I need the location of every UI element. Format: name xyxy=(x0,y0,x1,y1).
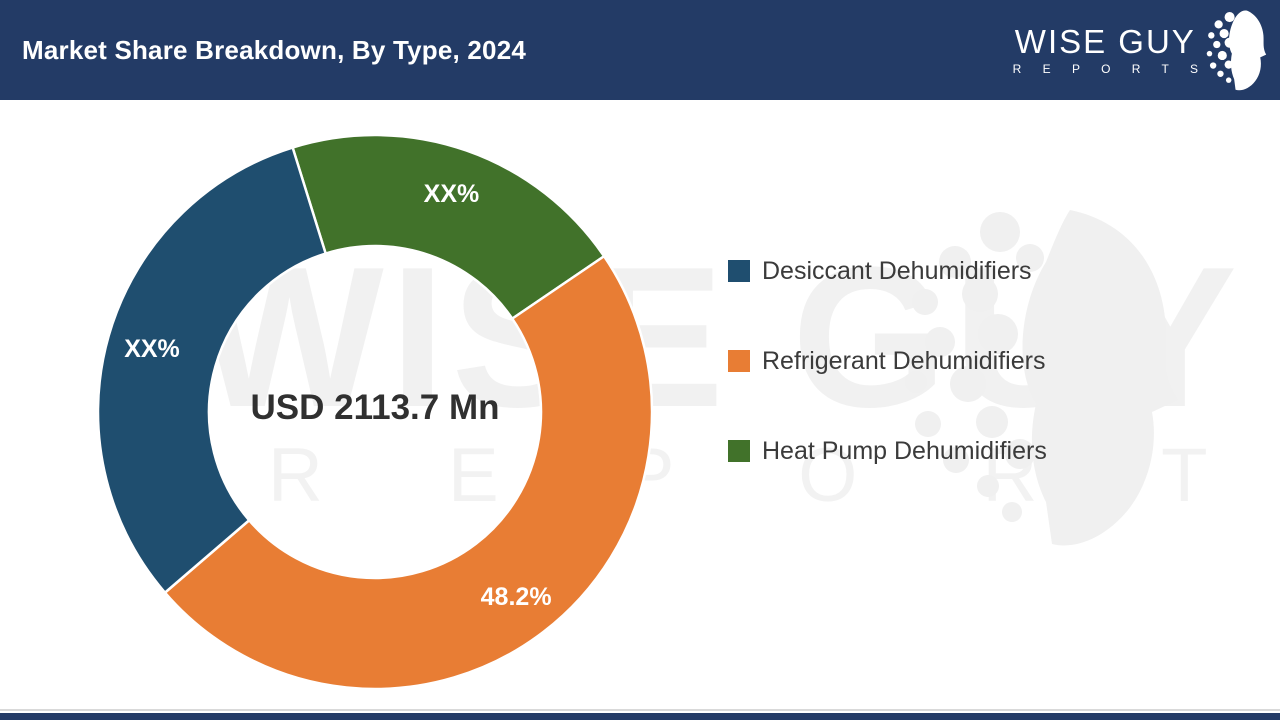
legend-item-desiccant: Desiccant Dehumidifiers xyxy=(728,256,1047,285)
legend-swatch-refrigerant xyxy=(728,350,750,372)
page-title: Market Share Breakdown, By Type, 2024 xyxy=(22,34,527,65)
watermark-face-icon xyxy=(905,210,1178,546)
legend-label: Desiccant Dehumidifiers xyxy=(762,256,1032,285)
slice-label-desiccant: XX% xyxy=(124,335,180,363)
footer-bar xyxy=(0,713,1280,720)
donut-slice-heat-pump xyxy=(291,133,606,320)
slice-label-heat-pump: XX% xyxy=(424,180,480,208)
donut-slice-desiccant xyxy=(96,146,327,594)
legend-item-refrigerant: Refrigerant Dehumidifiers xyxy=(728,346,1047,375)
chart-center-value: USD 2113.7 Mn xyxy=(250,388,500,427)
slice-label-refrigerant: 48.2% xyxy=(481,583,552,611)
donut-slice-refrigerant xyxy=(163,254,654,691)
legend-label: Refrigerant Dehumidifiers xyxy=(762,346,1046,375)
brand-name: WISE GUY xyxy=(1014,23,1196,60)
chart-legend: Desiccant Dehumidifiers Refrigerant Dehu… xyxy=(728,256,1047,528)
legend-swatch-heat-pump xyxy=(728,440,750,462)
brand-logo: WISE GUY R E P O R T S xyxy=(1013,0,1268,100)
brand-subtitle: R E P O R T S xyxy=(1012,62,1207,76)
wise-guy-face-icon xyxy=(1206,10,1267,91)
donut-chart: XX% 48.2% XX% xyxy=(96,133,654,691)
footer-divider xyxy=(0,709,1280,711)
brand-logo-text: WISE GUY R E P O R T S xyxy=(1013,25,1198,75)
legend-swatch-desiccant xyxy=(728,260,750,282)
legend-label: Heat Pump Dehumidifiers xyxy=(762,436,1047,465)
header-bar: Market Share Breakdown, By Type, 2024 WI… xyxy=(0,0,1280,100)
legend-item-heat-pump: Heat Pump Dehumidifiers xyxy=(728,436,1047,465)
